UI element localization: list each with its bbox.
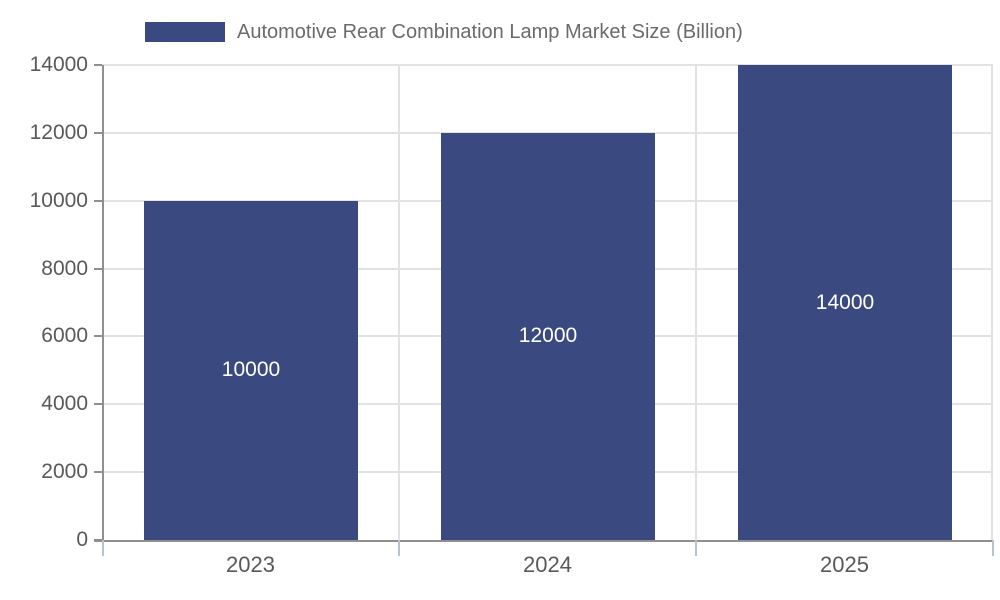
y-tick-label: 6000 — [41, 324, 88, 348]
x-tick-mark — [398, 540, 400, 556]
y-tick-mark — [94, 335, 102, 338]
plot-right-border — [991, 65, 993, 540]
legend: Automotive Rear Combination Lamp Market … — [145, 21, 743, 43]
y-tick-mark — [94, 131, 102, 134]
y-tick-mark — [94, 64, 102, 66]
x-tick-label: 2024 — [523, 552, 572, 577]
gridline — [102, 64, 993, 66]
y-tick-mark — [94, 471, 102, 474]
bar — [738, 65, 952, 540]
y-tick-label: 14000 — [29, 53, 88, 76]
legend-swatch — [145, 22, 225, 42]
y-tick-label: 12000 — [29, 120, 88, 144]
legend-label: Automotive Rear Combination Lamp Market … — [237, 20, 743, 43]
x-tick-label: 2025 — [820, 552, 869, 577]
y-tick-label: 10000 — [29, 188, 88, 212]
x-tick-mark — [102, 540, 104, 556]
bar-value-label: 14000 — [815, 291, 875, 314]
x-tick-mark — [992, 540, 994, 556]
y-tick-mark — [94, 199, 102, 202]
bar — [144, 200, 358, 540]
plot-area: 0 2000 4000 6000 8000 10000 12000 14000 10000 202… — [30, 53, 994, 577]
bar — [441, 132, 655, 540]
y-tick-label: 2000 — [41, 460, 88, 484]
bar-value-label: 10000 — [221, 358, 281, 381]
category-separator — [398, 65, 400, 540]
x-tick-mark — [695, 540, 697, 556]
category-separator — [695, 65, 697, 540]
y-axis-line — [102, 65, 104, 540]
x-tick-label: 2023 — [226, 552, 275, 577]
x-axis-line — [94, 540, 993, 542]
y-tick-mark — [94, 267, 102, 270]
y-tick-label: 8000 — [41, 256, 88, 280]
y-tick-mark — [94, 403, 102, 406]
y-tick-label: 4000 — [41, 392, 88, 416]
y-tick-label: 0 — [76, 528, 88, 551]
bar-value-label: 12000 — [518, 324, 578, 347]
